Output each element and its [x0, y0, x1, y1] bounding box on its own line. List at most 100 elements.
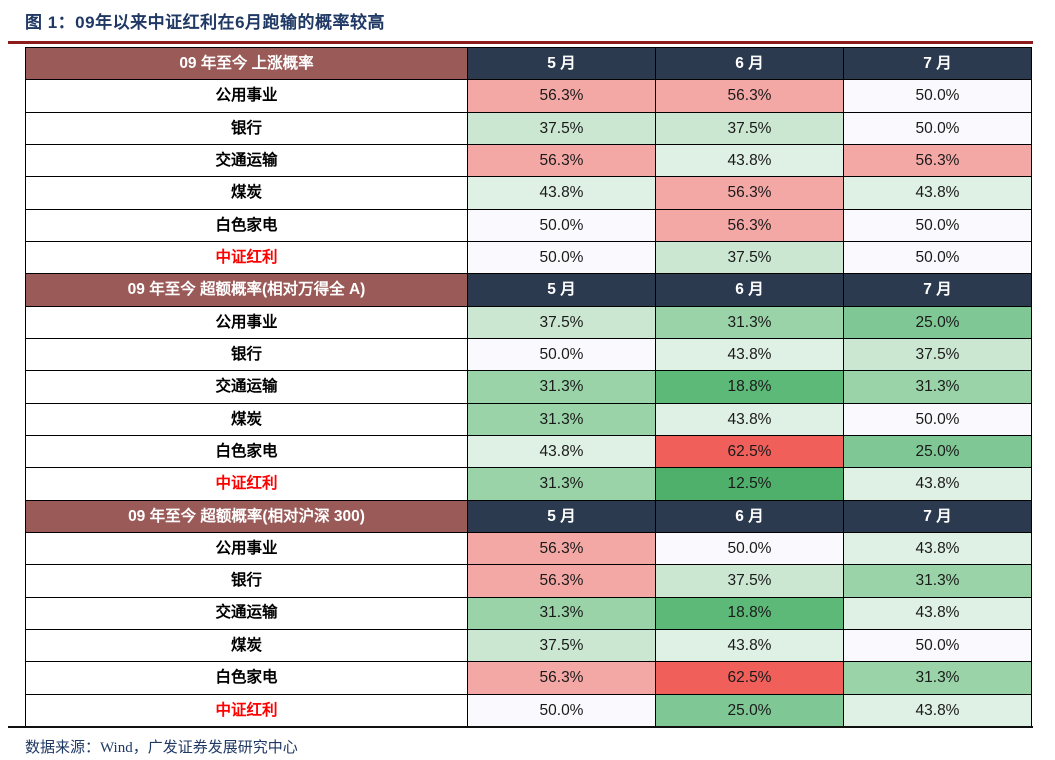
- value-cell: 37.5%: [467, 305, 656, 339]
- value-cell: 25.0%: [655, 693, 844, 728]
- value-cell: 31.3%: [467, 402, 656, 436]
- value-cell: 50.0%: [467, 208, 656, 242]
- row-label: 公用事业: [25, 79, 468, 113]
- value-cell: 56.3%: [467, 143, 656, 178]
- month-header: 7 月: [843, 46, 1032, 81]
- value-cell: 31.3%: [467, 467, 656, 501]
- month-header: 5 月: [467, 499, 656, 533]
- month-header: 6 月: [655, 46, 844, 81]
- value-cell: 37.5%: [655, 111, 844, 145]
- value-cell: 37.5%: [467, 111, 656, 145]
- table-row: 公用事业 37.5% 31.3% 25.0%: [25, 305, 1032, 339]
- month-header: 7 月: [843, 273, 1032, 307]
- month-header: 7 月: [843, 499, 1032, 533]
- value-cell: 31.3%: [467, 370, 656, 404]
- value-cell: 43.8%: [843, 693, 1032, 728]
- table-row: 中证红利 50.0% 37.5% 50.0%: [25, 240, 1032, 275]
- value-cell: 56.3%: [467, 79, 656, 113]
- value-cell: 50.0%: [467, 337, 656, 372]
- value-cell: 43.8%: [655, 143, 844, 178]
- value-cell: 56.3%: [655, 176, 844, 210]
- month-header: 6 月: [655, 499, 844, 533]
- row-label: 中证红利: [25, 240, 468, 275]
- value-cell: 37.5%: [655, 564, 844, 598]
- value-cell: 50.0%: [467, 693, 656, 728]
- month-header: 5 月: [467, 46, 656, 81]
- table-row: 交通运输 31.3% 18.8% 43.8%: [25, 596, 1032, 630]
- table-bottom-rule: [8, 726, 1033, 728]
- table-row: 中证红利 31.3% 12.5% 43.8%: [25, 467, 1032, 501]
- value-cell: 43.8%: [467, 176, 656, 210]
- value-cell: 37.5%: [655, 240, 844, 275]
- month-header: 6 月: [655, 273, 844, 307]
- value-cell: 43.8%: [655, 337, 844, 372]
- value-cell: 37.5%: [467, 628, 656, 663]
- value-cell: 31.3%: [467, 596, 656, 630]
- table-row: 白色家电 43.8% 62.5% 25.0%: [25, 434, 1032, 469]
- value-cell: 37.5%: [843, 337, 1032, 372]
- value-cell: 56.3%: [843, 143, 1032, 178]
- value-cell: 50.0%: [843, 79, 1032, 113]
- table-row: 白色家电 50.0% 56.3% 50.0%: [25, 208, 1032, 242]
- row-label: 白色家电: [25, 434, 468, 469]
- table-row: 中证红利 50.0% 25.0% 43.8%: [25, 693, 1032, 728]
- value-cell: 56.3%: [655, 79, 844, 113]
- value-cell: 56.3%: [655, 208, 844, 242]
- value-cell: 50.0%: [843, 628, 1032, 663]
- value-cell: 31.3%: [843, 661, 1032, 695]
- table-row: 交通运输 56.3% 43.8% 56.3%: [25, 143, 1032, 178]
- value-cell: 18.8%: [655, 596, 844, 630]
- row-label: 中证红利: [25, 467, 468, 501]
- title-underline-rule: [8, 41, 1033, 44]
- value-cell: 43.8%: [655, 628, 844, 663]
- value-cell: 50.0%: [843, 240, 1032, 275]
- value-cell: 50.0%: [843, 402, 1032, 436]
- table-row: 煤炭 43.8% 56.3% 43.8%: [25, 176, 1032, 210]
- value-cell: 62.5%: [655, 434, 844, 469]
- value-cell: 18.8%: [655, 370, 844, 404]
- value-cell: 25.0%: [843, 434, 1032, 469]
- value-cell: 31.3%: [843, 564, 1032, 598]
- section-title: 09 年至今 超额概率(相对沪深 300): [25, 499, 468, 533]
- row-label: 煤炭: [25, 628, 468, 663]
- table-row: 煤炭 37.5% 43.8% 50.0%: [25, 628, 1032, 663]
- value-cell: 12.5%: [655, 467, 844, 501]
- table-row: 煤炭 31.3% 43.8% 50.0%: [25, 402, 1032, 436]
- value-cell: 43.8%: [843, 531, 1032, 566]
- row-label: 交通运输: [25, 596, 468, 630]
- value-cell: 43.8%: [655, 402, 844, 436]
- row-label: 银行: [25, 564, 468, 598]
- table-row: 银行 56.3% 37.5% 31.3%: [25, 564, 1032, 598]
- data-source-note: 数据来源：Wind，广发证券发展研究中心: [25, 740, 298, 756]
- value-cell: 43.8%: [843, 596, 1032, 630]
- value-cell: 50.0%: [655, 531, 844, 566]
- value-cell: 43.8%: [843, 467, 1032, 501]
- value-cell: 43.8%: [467, 434, 656, 469]
- row-label: 公用事业: [25, 531, 468, 566]
- table-row: 交通运输 31.3% 18.8% 31.3%: [25, 370, 1032, 404]
- row-label: 交通运输: [25, 143, 468, 178]
- value-cell: 56.3%: [467, 564, 656, 598]
- row-label: 煤炭: [25, 176, 468, 210]
- section-title: 09 年至今 上涨概率: [25, 46, 468, 81]
- figure-title: 图 1：09年以来中证红利在6月跑输的概率较高: [25, 13, 386, 32]
- table-row: 公用事业 56.3% 56.3% 50.0%: [25, 79, 1032, 113]
- row-label: 煤炭: [25, 402, 468, 436]
- row-label: 银行: [25, 337, 468, 372]
- table-row: 公用事业 56.3% 50.0% 43.8%: [25, 531, 1032, 566]
- row-label: 公用事业: [25, 305, 468, 339]
- table-row: 银行 37.5% 37.5% 50.0%: [25, 111, 1032, 145]
- value-cell: 50.0%: [843, 111, 1032, 145]
- table-row: 白色家电 56.3% 62.5% 31.3%: [25, 661, 1032, 695]
- value-cell: 50.0%: [467, 240, 656, 275]
- value-cell: 25.0%: [843, 305, 1032, 339]
- row-label: 银行: [25, 111, 468, 145]
- value-cell: 43.8%: [843, 176, 1032, 210]
- month-header: 5 月: [467, 273, 656, 307]
- table-row: 银行 50.0% 43.8% 37.5%: [25, 337, 1032, 372]
- section-title: 09 年至今 超额概率(相对万得全 A): [25, 273, 468, 307]
